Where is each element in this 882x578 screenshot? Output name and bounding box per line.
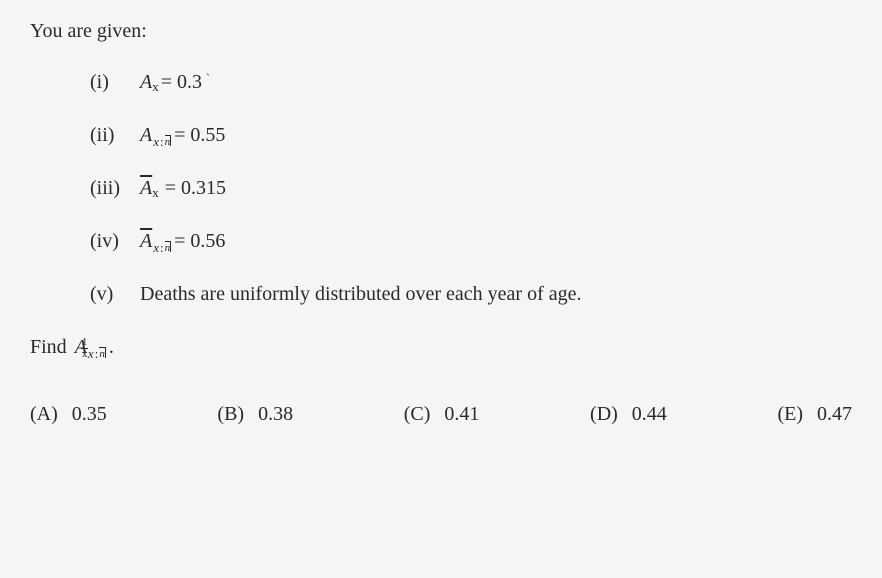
choice-value: 0.35 <box>72 403 107 426</box>
item-i: (i) Ax = 0.3 ` <box>90 71 852 94</box>
choice-c: (C) 0.41 <box>404 403 480 426</box>
choices-row: (A) 0.35 (B) 0.38 (C) 0.41 (D) 0.44 (E) … <box>30 403 852 426</box>
choice-value: 0.44 <box>632 403 667 426</box>
item-iii: (iii) Ax = 0.315 <box>90 177 852 200</box>
tick-mark: ` <box>206 71 210 86</box>
choice-letter: (A) <box>30 403 58 426</box>
sub-complex: x:n <box>153 240 170 256</box>
choice-value: 0.38 <box>258 403 293 426</box>
item-eq: = 0.56 <box>174 230 225 253</box>
item-num: (ii) <box>90 124 140 147</box>
var-A-bar: A <box>140 177 152 200</box>
sub-complex: 1xx:n <box>88 346 105 362</box>
item-eq: = 0.3 <box>161 71 202 94</box>
item-ii: (ii) Ax:n = 0.55 <box>90 124 852 147</box>
angle-n: n <box>165 242 171 254</box>
choice-d: (D) 0.44 <box>590 403 667 426</box>
choice-letter: (D) <box>590 403 618 426</box>
sub-x: x <box>153 134 159 150</box>
find-period: . <box>109 336 114 359</box>
frac: 1x <box>81 337 89 360</box>
var-A: A <box>140 124 152 147</box>
angle-n: n <box>99 348 105 360</box>
sub-x: x <box>153 240 159 256</box>
find-line: Find A1xx:n . <box>30 336 852 359</box>
item-expr: Ax:n = 0.56 <box>140 230 225 253</box>
var-A-bar: A <box>140 230 152 253</box>
sub-x: x <box>152 185 159 201</box>
presup-frac: 1xx <box>88 346 94 362</box>
item-num: (v) <box>90 283 140 306</box>
choice-letter: (C) <box>404 403 431 426</box>
item-expr: Ax:n = 0.55 <box>140 124 225 147</box>
sub-complex: x:n <box>153 134 170 150</box>
item-eq: = 0.315 <box>165 177 226 200</box>
item-expr: Ax = 0.315 <box>140 177 226 200</box>
var-A: A <box>140 71 152 94</box>
choice-value: 0.47 <box>817 403 852 426</box>
item-v: (v) Deaths are uniformly distributed ove… <box>90 283 852 306</box>
item-expr: Ax = 0.3 ` <box>140 71 210 94</box>
item-num: (i) <box>90 71 140 94</box>
item-iv: (iv) Ax:n = 0.56 <box>90 230 852 253</box>
given-list: (i) Ax = 0.3 ` (ii) Ax:n = 0.55 (iii) Ax… <box>30 71 852 306</box>
choice-a: (A) 0.35 <box>30 403 107 426</box>
find-label: Find <box>30 336 67 359</box>
choice-b: (B) 0.38 <box>217 403 293 426</box>
item-num: (iv) <box>90 230 140 253</box>
intro-text: You are given: <box>30 20 852 43</box>
choice-letter: (B) <box>217 403 244 426</box>
find-expr: A1xx:n <box>75 336 105 359</box>
choice-letter: (E) <box>777 403 803 426</box>
item-num: (iii) <box>90 177 140 200</box>
choice-value: 0.41 <box>444 403 479 426</box>
item-eq: = 0.55 <box>174 124 225 147</box>
sub-x: x <box>152 79 159 95</box>
angle-n: n <box>165 136 171 148</box>
choice-e: (E) 0.47 <box>777 403 852 426</box>
item-text: Deaths are uniformly distributed over ea… <box>140 283 581 306</box>
